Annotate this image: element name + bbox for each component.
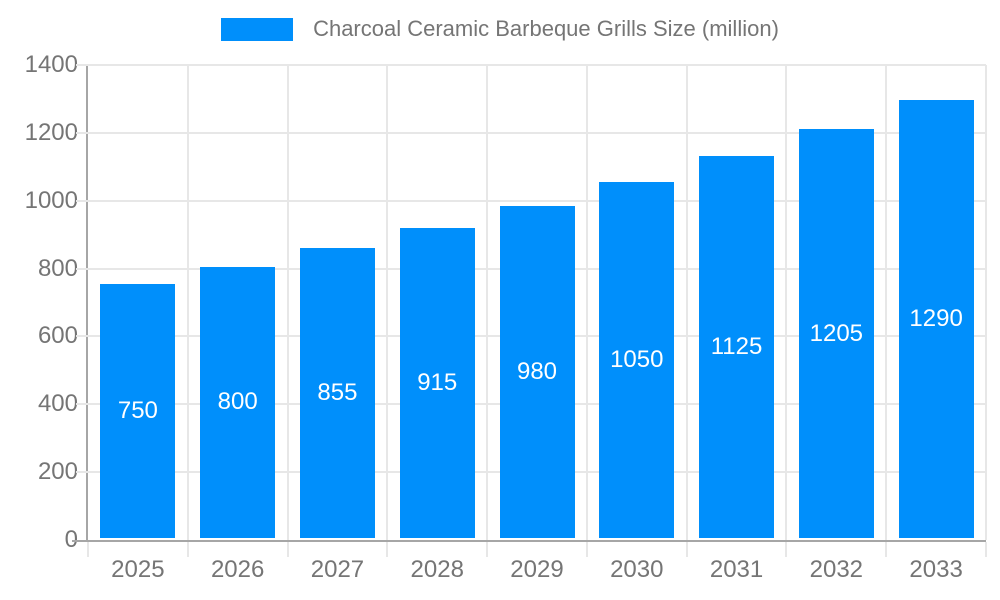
- bar[interactable]: 980: [499, 205, 575, 538]
- x-axis-tick: [87, 542, 89, 557]
- bar-value-label: 915: [417, 368, 458, 396]
- gridline-vertical: [985, 65, 987, 540]
- x-axis-tick-label: 2027: [310, 556, 365, 583]
- x-axis-tick: [186, 542, 189, 557]
- x-axis-tick: [585, 542, 588, 557]
- y-axis-tick: [76, 64, 88, 66]
- y-axis-tick: [76, 335, 88, 338]
- y-axis-tick-label: 800: [37, 254, 78, 282]
- gridline-vertical: [885, 65, 888, 540]
- chart-legend: Charcoal Ceramic Barbeque Grills Size (m…: [0, 16, 1000, 42]
- x-axis-tick-label: 2029: [510, 556, 564, 583]
- y-axis-tick-label: 1000: [24, 186, 78, 214]
- x-axis-tick: [785, 542, 788, 557]
- x-axis-tick: [985, 542, 987, 557]
- legend-marker: [221, 17, 294, 41]
- gridline-horizontal: [88, 131, 986, 134]
- y-axis-tick: [76, 131, 88, 134]
- gridline-vertical: [685, 65, 688, 540]
- y-axis-line: [86, 65, 88, 542]
- y-axis-tick-label: 200: [37, 458, 78, 486]
- x-axis-tick-label: 2032: [809, 556, 864, 583]
- y-axis-tick-label: 1400: [24, 51, 78, 78]
- bar-value-label: 800: [217, 388, 258, 416]
- x-axis-tick-label: 2031: [709, 556, 764, 583]
- x-axis-line: [72, 540, 986, 542]
- x-axis-tick-label: 2033: [909, 556, 963, 583]
- x-axis-tick-label: 2026: [210, 556, 265, 583]
- plot-area: 750 2025 800 2026 855 2027 915 2028 980 2029 1050 2…: [72, 64, 987, 583]
- bar-value-label: 855: [317, 378, 358, 406]
- x-axis-tick-label: 2025: [111, 556, 165, 583]
- bar[interactable]: 915: [399, 227, 475, 538]
- bar[interactable]: 855: [299, 247, 375, 538]
- gridline-vertical: [186, 65, 189, 540]
- gridline-horizontal: [88, 199, 986, 202]
- y-axis-tick: [76, 471, 88, 474]
- y-axis-tick: [76, 403, 88, 406]
- bar-value-label: 1050: [610, 345, 664, 373]
- gridline-horizontal: [88, 64, 986, 66]
- x-axis-tick-label: 2028: [410, 556, 464, 583]
- x-axis-tick: [486, 542, 489, 557]
- gridline-vertical: [486, 65, 489, 540]
- y-axis-tick-label: 400: [37, 390, 78, 418]
- y-axis-tick: [76, 267, 88, 270]
- bar[interactable]: 1290: [898, 100, 974, 538]
- bar-value-label: 980: [516, 357, 558, 385]
- legend-item[interactable]: Charcoal Ceramic Barbeque Grills Size (m…: [221, 16, 779, 42]
- x-axis-tick-label: 2030: [610, 556, 664, 583]
- x-axis-tick: [885, 542, 888, 557]
- bar-value-label: 1205: [809, 319, 864, 347]
- bar[interactable]: 1205: [798, 129, 874, 538]
- bar[interactable]: 800: [200, 266, 276, 538]
- y-axis-tick-label: 1200: [24, 118, 78, 146]
- gridline-vertical: [585, 65, 588, 540]
- gridline-vertical: [286, 65, 289, 540]
- x-axis-tick: [286, 542, 289, 557]
- y-axis-tick: [76, 199, 88, 202]
- legend-label: Charcoal Ceramic Barbeque Grills Size (m…: [313, 16, 779, 41]
- x-axis-tick: [685, 542, 688, 557]
- bar-value-label: 750: [117, 396, 158, 424]
- gridline-vertical: [386, 65, 389, 540]
- bar[interactable]: 1125: [699, 156, 775, 538]
- gridline-vertical: [785, 65, 788, 540]
- y-axis-tick-label: 600: [37, 322, 78, 350]
- bar-value-label: 1125: [710, 333, 763, 361]
- bar[interactable]: 750: [100, 283, 176, 538]
- bar-value-label: 1290: [909, 305, 963, 333]
- y-axis-tick-label: 0: [0, 526, 78, 554]
- x-axis-tick: [386, 542, 389, 557]
- bar[interactable]: 1050: [599, 181, 675, 538]
